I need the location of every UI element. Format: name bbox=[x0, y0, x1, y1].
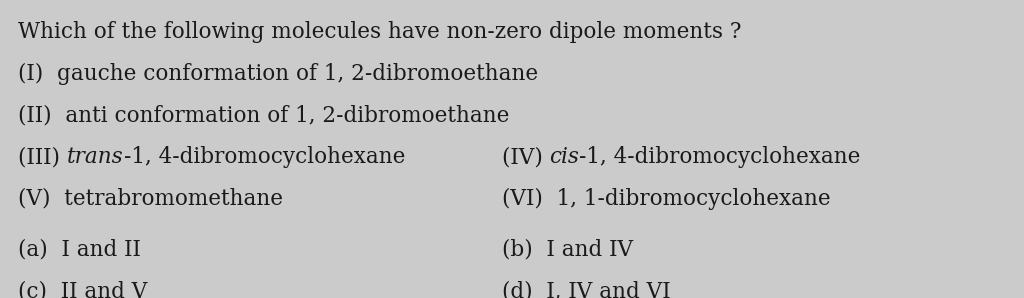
Text: Which of the following molecules have non-zero dipole moments ?: Which of the following molecules have no… bbox=[18, 21, 741, 43]
Text: (III): (III) bbox=[18, 146, 68, 168]
Text: cis: cis bbox=[550, 146, 580, 168]
Text: (II)  anti conformation of 1, 2-dibromoethane: (II) anti conformation of 1, 2-dibromoet… bbox=[18, 104, 510, 126]
Text: (c)  II and V: (c) II and V bbox=[18, 280, 147, 298]
Text: (VI)  1, 1-dibromocyclohexane: (VI) 1, 1-dibromocyclohexane bbox=[502, 188, 830, 210]
Text: (b)  I and IV: (b) I and IV bbox=[502, 238, 633, 260]
Text: -1, 4-dibromocyclohexane: -1, 4-dibromocyclohexane bbox=[580, 146, 861, 168]
Text: (d)  I, IV and VI: (d) I, IV and VI bbox=[502, 280, 671, 298]
Text: (a)  I and II: (a) I and II bbox=[18, 238, 141, 260]
Text: trans: trans bbox=[68, 146, 124, 168]
Text: (I)  gauche conformation of 1, 2-dibromoethane: (I) gauche conformation of 1, 2-dibromoe… bbox=[18, 63, 539, 85]
Text: (IV): (IV) bbox=[502, 146, 550, 168]
Text: (V)  tetrabromomethane: (V) tetrabromomethane bbox=[18, 188, 284, 210]
Text: -1, 4-dibromocyclohexane: -1, 4-dibromocyclohexane bbox=[124, 146, 406, 168]
